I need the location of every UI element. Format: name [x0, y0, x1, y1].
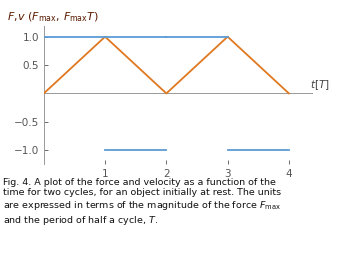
Text: $F,\!v\ (F_{\rm max},\,F_{\rm max}T)$: $F,\!v\ (F_{\rm max},\,F_{\rm max}T)$ [7, 10, 99, 24]
Text: Fig. 4. A plot of the force and velocity as a function of the
time for two cycle: Fig. 4. A plot of the force and velocity… [3, 178, 281, 227]
Text: $t[T]$: $t[T]$ [310, 78, 330, 92]
